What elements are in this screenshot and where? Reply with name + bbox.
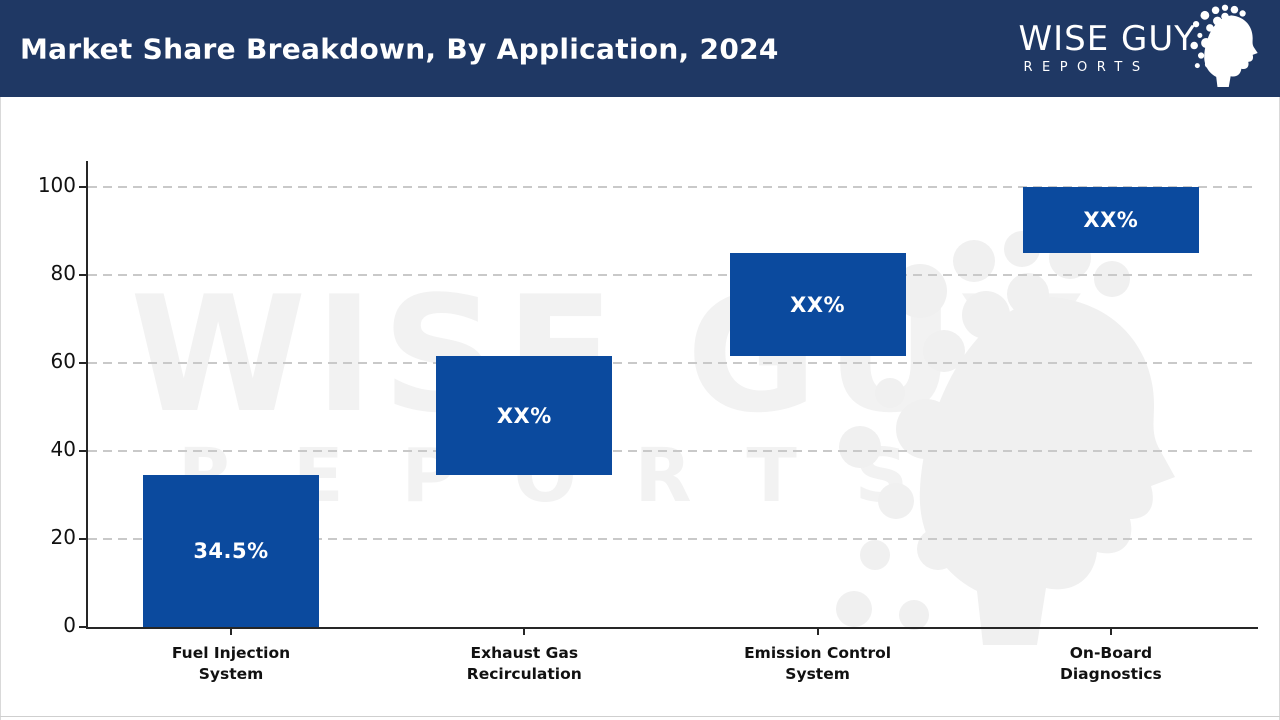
- header: Market Share Breakdown, By Application, …: [0, 0, 1280, 97]
- x-category-line: Exhaust Gas: [470, 644, 579, 662]
- y-tick-label: 60: [50, 349, 76, 373]
- logo: WISE GUY REPORTS: [1018, 4, 1268, 92]
- bar-label: XX%: [496, 403, 552, 428]
- x-category-line: On-Board: [1069, 644, 1153, 662]
- x-category-line: Recirculation: [466, 664, 582, 683]
- grid-line: [88, 538, 1258, 540]
- logo-primary-label: WISE GUY: [1018, 19, 1196, 60]
- x-category-line: System: [785, 664, 850, 683]
- y-tick-mark: [79, 538, 88, 540]
- x-category-line: Emission Control: [744, 644, 892, 662]
- x-category-line: Fuel Injection: [171, 644, 291, 662]
- y-tick-label: 0: [63, 613, 76, 637]
- watermark-head-graphic: [836, 231, 1175, 645]
- y-tick-mark: [79, 626, 88, 628]
- x-category-label: On-Board Diagnostics: [1001, 643, 1221, 685]
- x-category-label: Emission Control System: [708, 643, 928, 685]
- logo-head-icon: [1190, 4, 1258, 87]
- y-tick-label: 80: [50, 261, 76, 285]
- y-tick-mark: [79, 186, 88, 188]
- bar: 34.5%: [143, 475, 319, 627]
- grid-line: [88, 186, 1258, 188]
- y-tick-mark: [79, 274, 88, 276]
- grid-line: [88, 274, 1258, 276]
- x-category-label: Fuel Injection System: [121, 643, 341, 685]
- bar: XX%: [436, 356, 613, 476]
- x-tick-mark: [816, 627, 819, 635]
- y-tick-label: 20: [50, 525, 76, 549]
- bar-label: XX%: [790, 292, 846, 317]
- y-tick-label: 100: [37, 173, 76, 197]
- x-tick-mark: [1109, 627, 1112, 635]
- x-tick-mark: [230, 627, 232, 635]
- x-tick-mark: [523, 627, 526, 635]
- x-category-label: Exhaust Gas Recirculation: [414, 643, 634, 685]
- plot-area: 0 20 40 60 80 100 34.5% Fuel Injection System XX%…: [0, 97, 1280, 720]
- x-category-line: System: [198, 664, 264, 683]
- y-tick-mark: [79, 450, 88, 452]
- x-category-line: Diagnostics: [1060, 664, 1162, 683]
- grid-line: [88, 450, 1258, 452]
- page-title: Market Share Breakdown, By Application, …: [20, 32, 779, 65]
- y-tick-mark: [79, 362, 88, 364]
- bar: XX%: [1022, 187, 1199, 253]
- y-tick-label: 40: [50, 437, 76, 461]
- x-axis-line: [86, 627, 1258, 629]
- bar-label: 34.5%: [193, 539, 269, 564]
- bar: XX%: [729, 253, 906, 357]
- grid-line: [88, 362, 1258, 364]
- logo-text: WISE GUY REPORTS: [1018, 19, 1196, 75]
- chart-region: WISE GUY REPORTS 0 20 40 60 80 100 34.5% Fuel I…: [0, 97, 1280, 720]
- y-axis-line: [86, 161, 88, 629]
- logo-secondary-label: REPORTS: [1023, 59, 1150, 75]
- bar-label: XX%: [1083, 208, 1139, 232]
